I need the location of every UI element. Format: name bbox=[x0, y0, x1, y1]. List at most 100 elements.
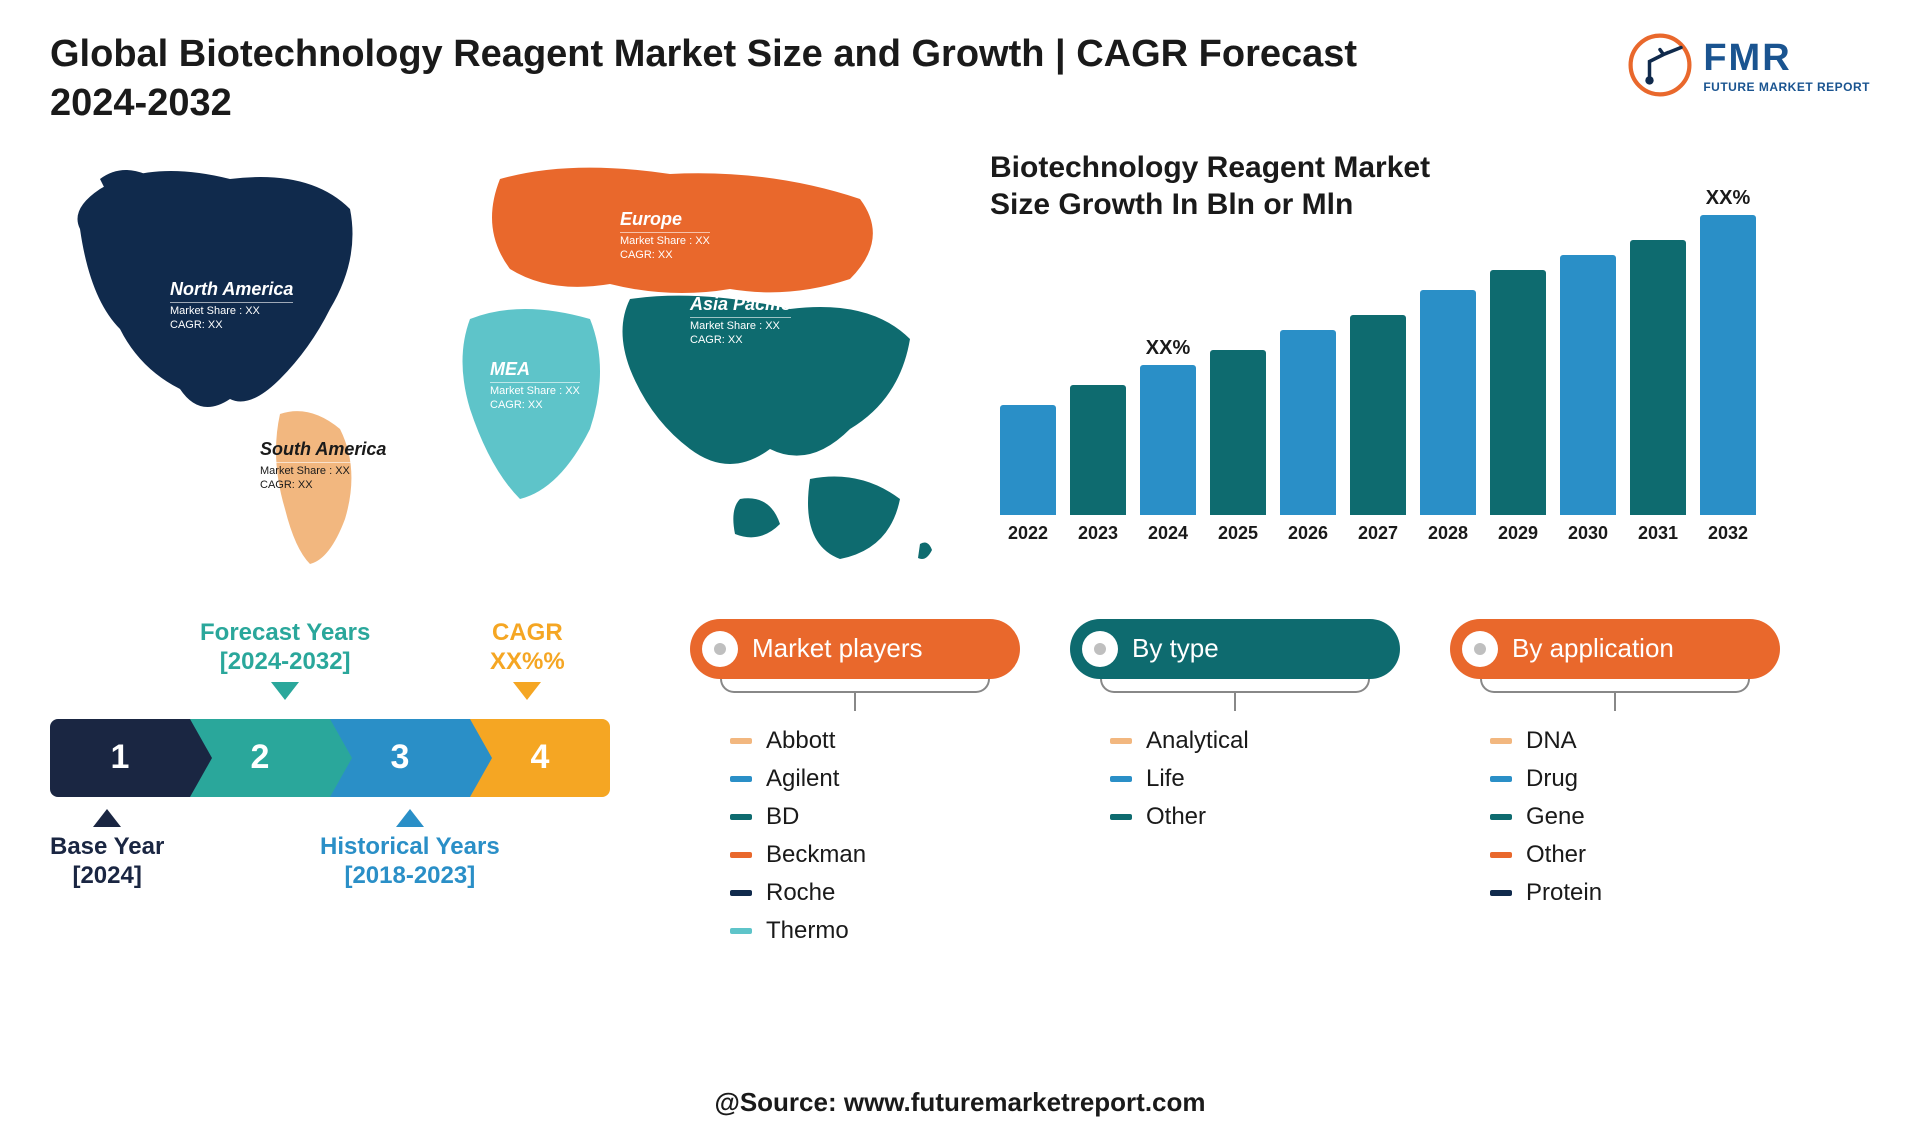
world-map: North AmericaMarket Share : XXCAGR: XX So… bbox=[50, 149, 950, 569]
category-item: Analytical bbox=[1110, 727, 1400, 755]
bar-year-label: 2031 bbox=[1638, 523, 1678, 544]
item-label: BD bbox=[766, 803, 799, 831]
bar bbox=[1630, 240, 1686, 515]
bar-chart-title: Biotechnology Reagent Market Size Growth… bbox=[990, 149, 1490, 224]
category-block: Market players Abbott Agilent BD Beckman Roc… bbox=[690, 619, 1020, 955]
bar-wrap: XX%2024 bbox=[1140, 365, 1196, 544]
bar bbox=[1070, 385, 1126, 515]
item-dash-icon bbox=[1110, 776, 1132, 782]
bar-wrap: 2022 bbox=[1000, 405, 1056, 544]
pill-dot-icon bbox=[702, 631, 738, 667]
category-list: Analytical Life Other bbox=[1110, 727, 1400, 831]
item-label: Abbott bbox=[766, 727, 835, 755]
bar-year-label: 2030 bbox=[1568, 523, 1608, 544]
bar-wrap: XX%2032 bbox=[1700, 215, 1756, 544]
bar-year-label: 2025 bbox=[1218, 523, 1258, 544]
category-title: Market players bbox=[752, 633, 923, 664]
timeline-callout: Historical Years[2018-2023] bbox=[320, 809, 500, 891]
bar bbox=[1140, 365, 1196, 515]
region-label: Asia PacificMarket Share : XXCAGR: XX bbox=[690, 294, 791, 347]
category-item: Drug bbox=[1490, 765, 1780, 793]
bar-year-label: 2029 bbox=[1498, 523, 1538, 544]
category-item: Life bbox=[1110, 765, 1400, 793]
timeline-callout: Base Year[2024] bbox=[50, 809, 164, 891]
bracket-icon bbox=[1100, 679, 1370, 693]
item-dash-icon bbox=[1490, 852, 1512, 858]
item-dash-icon bbox=[730, 928, 752, 934]
stem-icon bbox=[1614, 693, 1616, 711]
bar-pct-label: XX% bbox=[1706, 187, 1750, 210]
item-label: Agilent bbox=[766, 765, 839, 793]
bar bbox=[1280, 330, 1336, 515]
category-list: Abbott Agilent BD Beckman Roche Thermo bbox=[730, 727, 1020, 945]
bar-wrap: 2025 bbox=[1210, 350, 1266, 544]
item-label: Thermo bbox=[766, 917, 849, 945]
item-dash-icon bbox=[1490, 776, 1512, 782]
logo: FMR FUTURE MARKET REPORT bbox=[1625, 30, 1870, 100]
pill-dot-icon bbox=[1082, 631, 1118, 667]
timeline-segment: 1 bbox=[50, 719, 190, 797]
item-dash-icon bbox=[730, 738, 752, 744]
bar-year-label: 2028 bbox=[1428, 523, 1468, 544]
bar bbox=[1000, 405, 1056, 515]
source-text: @Source: www.futuremarketreport.com bbox=[0, 1087, 1920, 1118]
timeline: 1234 Base Year[2024]Forecast Years[2024-… bbox=[50, 619, 630, 797]
item-label: Other bbox=[1526, 841, 1586, 869]
item-label: Drug bbox=[1526, 765, 1578, 793]
bar-wrap: 2023 bbox=[1070, 385, 1126, 544]
region-label: MEAMarket Share : XXCAGR: XX bbox=[490, 359, 580, 412]
bar-year-label: 2023 bbox=[1078, 523, 1118, 544]
category-item: Gene bbox=[1490, 803, 1780, 831]
category-item: Thermo bbox=[730, 917, 1020, 945]
item-label: Life bbox=[1146, 765, 1185, 793]
item-dash-icon bbox=[1490, 890, 1512, 896]
category-list: DNA Drug Gene Other Protein bbox=[1490, 727, 1780, 907]
item-label: Gene bbox=[1526, 803, 1585, 831]
bar-wrap: 2026 bbox=[1280, 330, 1336, 544]
category-item: Protein bbox=[1490, 879, 1780, 907]
category-item: Agilent bbox=[730, 765, 1020, 793]
timeline-callout: CAGRXX%% bbox=[490, 619, 565, 701]
category-item: DNA bbox=[1490, 727, 1780, 755]
category-item: Roche bbox=[730, 879, 1020, 907]
item-label: Analytical bbox=[1146, 727, 1249, 755]
item-dash-icon bbox=[1490, 738, 1512, 744]
bar bbox=[1420, 290, 1476, 515]
item-dash-icon bbox=[730, 852, 752, 858]
bar-year-label: 2027 bbox=[1358, 523, 1398, 544]
region-label: North AmericaMarket Share : XXCAGR: XX bbox=[170, 279, 293, 332]
bar-pct-label: XX% bbox=[1146, 337, 1190, 360]
bar-year-label: 2022 bbox=[1008, 523, 1048, 544]
category-item: Other bbox=[1490, 841, 1780, 869]
item-dash-icon bbox=[1110, 738, 1132, 744]
category-item: Beckman bbox=[730, 841, 1020, 869]
item-label: Roche bbox=[766, 879, 835, 907]
category-title: By application bbox=[1512, 633, 1674, 664]
page-title: Global Biotechnology Reagent Market Size… bbox=[50, 30, 1450, 129]
pill-dot-icon bbox=[1462, 631, 1498, 667]
item-label: Beckman bbox=[766, 841, 866, 869]
bar bbox=[1700, 215, 1756, 515]
category-block: By type Analytical Life Other bbox=[1070, 619, 1400, 955]
category-item: Other bbox=[1110, 803, 1400, 831]
category-pill: By type bbox=[1070, 619, 1400, 679]
category-item: BD bbox=[730, 803, 1020, 831]
item-label: DNA bbox=[1526, 727, 1577, 755]
stem-icon bbox=[1234, 693, 1236, 711]
map-region-nz bbox=[918, 542, 932, 559]
logo-icon bbox=[1625, 30, 1695, 100]
item-dash-icon bbox=[730, 814, 752, 820]
stem-icon bbox=[854, 693, 856, 711]
bar bbox=[1490, 270, 1546, 515]
category-pill: By application bbox=[1450, 619, 1780, 679]
region-label: South AmericaMarket Share : XXCAGR: XX bbox=[260, 439, 386, 492]
bar-wrap: 2028 bbox=[1420, 290, 1476, 544]
bar-chart: Biotechnology Reagent Market Size Growth… bbox=[990, 149, 1870, 569]
timeline-callout: Forecast Years[2024-2032] bbox=[200, 619, 370, 701]
category-block: By application DNA Drug Gene Other Protein bbox=[1450, 619, 1780, 955]
bar-year-label: 2024 bbox=[1148, 523, 1188, 544]
category-title: By type bbox=[1132, 633, 1219, 664]
item-dash-icon bbox=[730, 776, 752, 782]
item-dash-icon bbox=[1110, 814, 1132, 820]
category-item: Abbott bbox=[730, 727, 1020, 755]
